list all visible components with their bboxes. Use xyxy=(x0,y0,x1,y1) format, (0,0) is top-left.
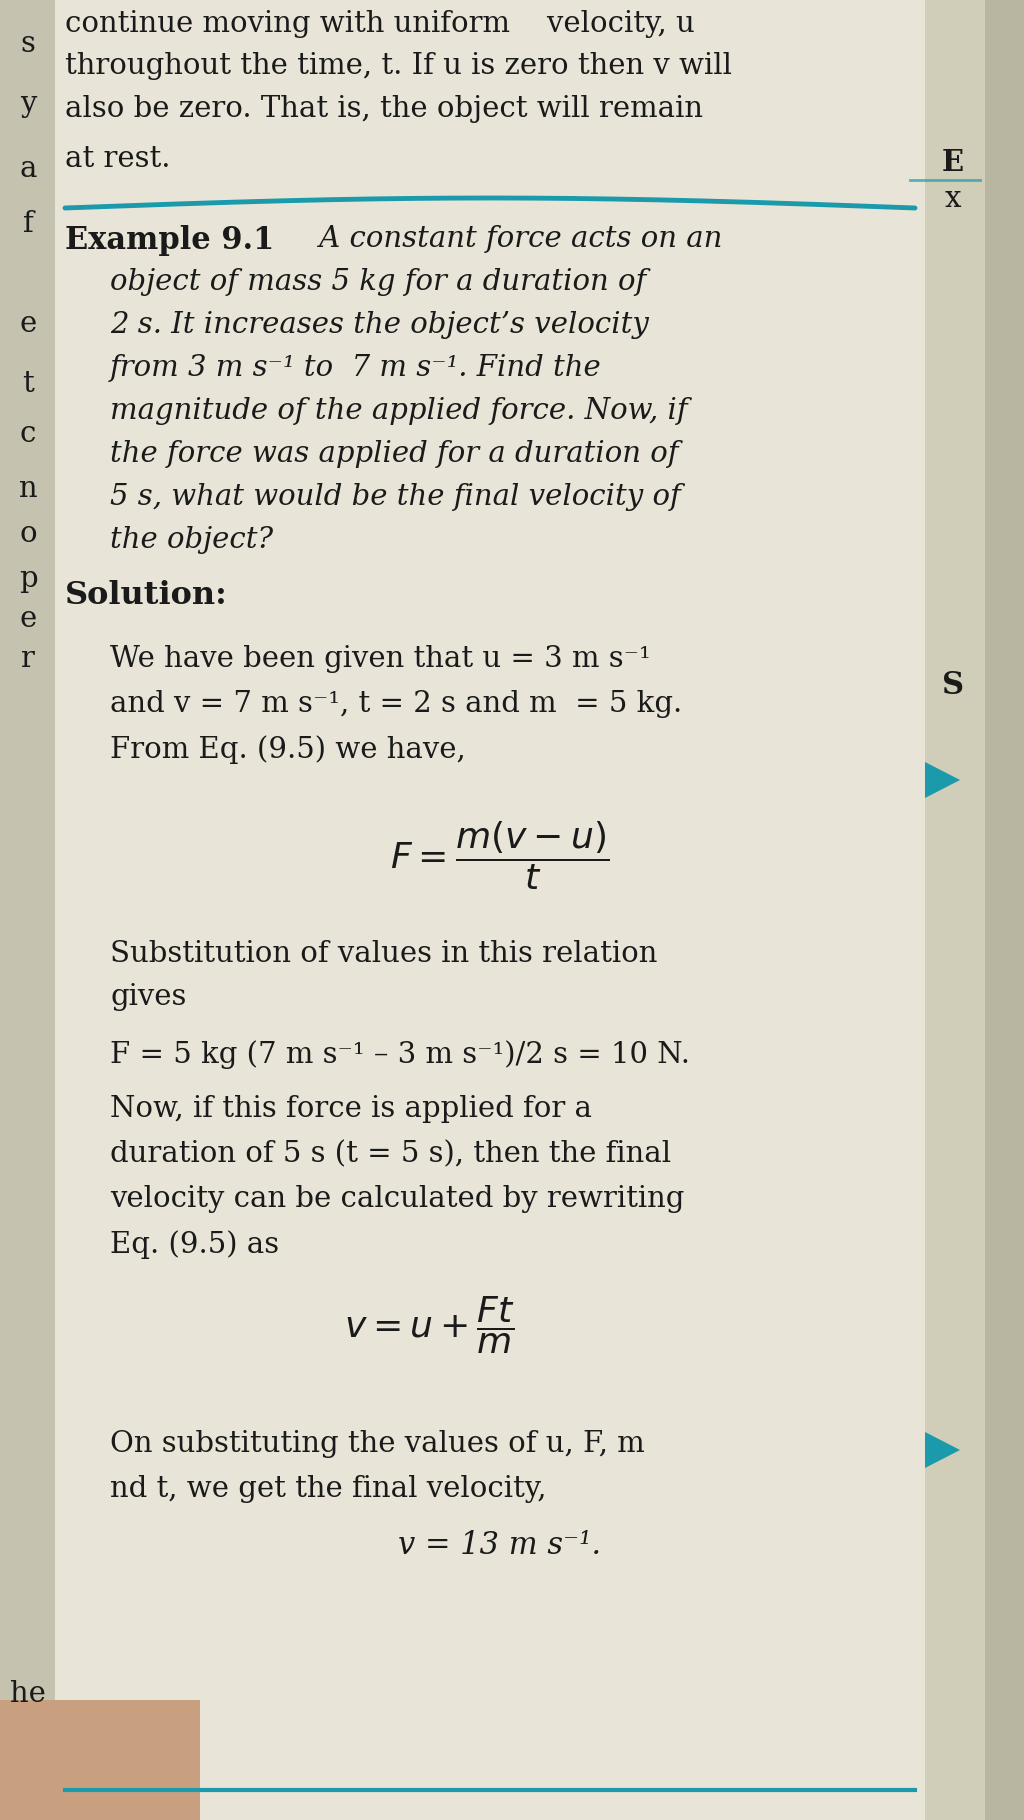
Text: s: s xyxy=(20,29,36,58)
Text: $v = u + \dfrac{Ft}{m}$: $v = u + \dfrac{Ft}{m}$ xyxy=(344,1296,515,1356)
Text: e: e xyxy=(19,309,37,339)
Text: n: n xyxy=(18,475,37,502)
Text: v = 13 m s⁻¹.: v = 13 m s⁻¹. xyxy=(398,1531,601,1562)
Text: x: x xyxy=(945,186,962,213)
Text: t: t xyxy=(23,369,34,399)
Text: Eq. (9.5) as: Eq. (9.5) as xyxy=(110,1230,280,1259)
Text: f: f xyxy=(23,209,34,238)
FancyBboxPatch shape xyxy=(925,0,985,1820)
Text: Example 9.1: Example 9.1 xyxy=(65,226,274,257)
Text: from 3 m s⁻¹ to  7 m s⁻¹. Find the: from 3 m s⁻¹ to 7 m s⁻¹. Find the xyxy=(110,355,602,382)
Text: the object?: the object? xyxy=(110,526,273,553)
Text: 2 s. It increases the object’s velocity: 2 s. It increases the object’s velocity xyxy=(110,311,649,339)
Text: F = 5 kg (7 m s⁻¹ – 3 m s⁻¹)/2 s = 10 N.: F = 5 kg (7 m s⁻¹ – 3 m s⁻¹)/2 s = 10 N. xyxy=(110,1039,690,1068)
Text: duration of 5 s (t = 5 s), then the final: duration of 5 s (t = 5 s), then the fina… xyxy=(110,1139,671,1168)
Text: a: a xyxy=(19,155,37,184)
Text: velocity can be calculated by rewriting: velocity can be calculated by rewriting xyxy=(110,1185,684,1212)
Text: e: e xyxy=(19,604,37,633)
Text: continue moving with uniform    velocity, u: continue moving with uniform velocity, u xyxy=(65,9,694,38)
FancyBboxPatch shape xyxy=(55,0,925,1820)
FancyBboxPatch shape xyxy=(0,0,55,1820)
Text: o: o xyxy=(19,521,37,548)
Text: Now, if this force is applied for a: Now, if this force is applied for a xyxy=(110,1096,592,1123)
Text: and v = 7 m s⁻¹, t = 2 s and m  = 5 kg.: and v = 7 m s⁻¹, t = 2 s and m = 5 kg. xyxy=(110,690,682,719)
Text: r: r xyxy=(22,644,35,673)
Polygon shape xyxy=(925,763,961,797)
Text: We have been given that u = 3 m s⁻¹: We have been given that u = 3 m s⁻¹ xyxy=(110,644,650,673)
Text: the force was applied for a duration of: the force was applied for a duration of xyxy=(110,440,679,468)
Text: y: y xyxy=(19,89,36,118)
Text: $F = \dfrac{m(v-u)}{t}$: $F = \dfrac{m(v-u)}{t}$ xyxy=(390,821,609,892)
Text: On substituting the values of u, F, m: On substituting the values of u, F, m xyxy=(110,1431,645,1458)
Text: p: p xyxy=(18,564,37,593)
Text: 5 s, what would be the final velocity of: 5 s, what would be the final velocity of xyxy=(110,482,681,511)
Text: throughout the time, t. If u is zero then v will: throughout the time, t. If u is zero the… xyxy=(65,53,732,80)
FancyBboxPatch shape xyxy=(0,1700,200,1820)
Text: nd t, we get the final velocity,: nd t, we get the final velocity, xyxy=(110,1474,547,1503)
Text: From Eq. (9.5) we have,: From Eq. (9.5) we have, xyxy=(110,735,466,764)
Text: he: he xyxy=(10,1680,46,1707)
Text: magnitude of the applied force. Now, if: magnitude of the applied force. Now, if xyxy=(110,397,688,426)
Text: gives: gives xyxy=(110,983,186,1010)
Text: Substitution of values in this relation: Substitution of values in this relation xyxy=(110,939,657,968)
Text: Solution:: Solution: xyxy=(65,581,228,612)
Text: c: c xyxy=(19,420,36,448)
Text: S: S xyxy=(942,670,964,701)
Polygon shape xyxy=(925,1432,961,1469)
Text: A constant force acts on an: A constant force acts on an xyxy=(310,226,722,253)
Text: E: E xyxy=(942,147,964,177)
FancyBboxPatch shape xyxy=(985,0,1024,1820)
Text: at rest.: at rest. xyxy=(65,146,171,173)
Text: object of mass 5 kg for a duration of: object of mass 5 kg for a duration of xyxy=(110,268,646,297)
Text: also be zero. That is, the object will remain: also be zero. That is, the object will r… xyxy=(65,95,703,124)
